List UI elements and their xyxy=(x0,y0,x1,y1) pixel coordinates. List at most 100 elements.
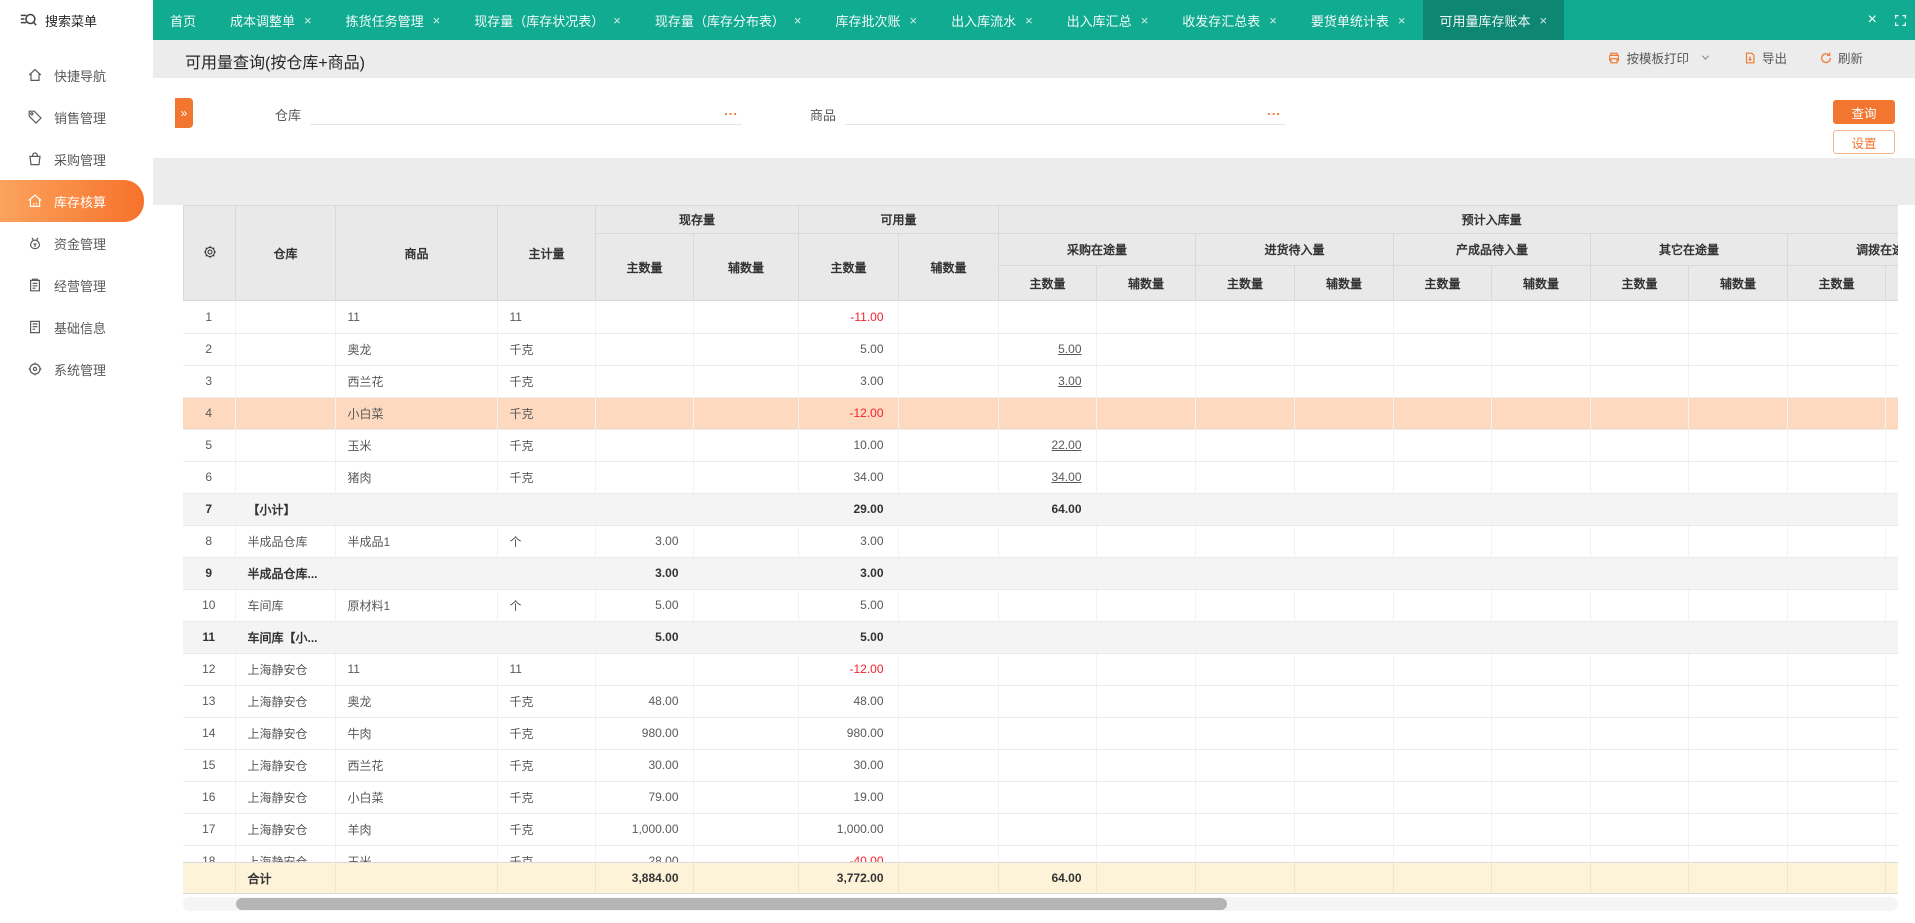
data-cell xyxy=(1393,653,1492,686)
sidebar-item-采购管理[interactable]: 采购管理 xyxy=(0,138,153,180)
tab-要货单统计表[interactable]: 要货单统计表 × xyxy=(1294,0,1423,40)
data-cell: 小白菜 xyxy=(335,781,498,814)
data-cell xyxy=(235,429,336,462)
warehouse-filter-input[interactable]: ... xyxy=(310,98,742,125)
data-cell: 30.00 xyxy=(798,749,899,782)
warehouse-picker-ellipsis-icon[interactable]: ... xyxy=(724,103,738,118)
data-cell xyxy=(1491,557,1591,590)
tab-close-icon[interactable]: × xyxy=(1025,12,1033,28)
table-row[interactable]: 18 上海静安仓 玉米 千克 28.00 -40.00 xyxy=(183,845,1898,862)
tab-close-icon[interactable]: × xyxy=(1140,12,1149,28)
table-row[interactable]: 16 上海静安仓 小白菜 千克 79.00 19.00 xyxy=(183,781,1898,814)
table-row[interactable]: 11 车间库【小... 5.00 5.00 xyxy=(183,621,1898,654)
tab-close-icon[interactable]: × xyxy=(613,12,621,28)
data-cell xyxy=(1688,685,1788,718)
sidebar-item-经营管理[interactable]: 经营管理 xyxy=(0,264,153,306)
scrollbar-thumb[interactable] xyxy=(236,898,1227,910)
table-row[interactable]: 12 上海静安仓 11 11 -12.00 xyxy=(183,653,1898,686)
tab-拣货任务管理[interactable]: 拣货任务管理 × xyxy=(329,0,458,40)
data-cell xyxy=(1096,365,1196,398)
sidebar-item-资金管理[interactable]: 资金管理 xyxy=(0,222,153,264)
data-cell[interactable]: 22.00 xyxy=(998,429,1097,462)
table-row[interactable]: 17 上海静安仓 羊肉 千克 1,000.00 1,000.00 xyxy=(183,813,1898,846)
table-row[interactable]: 3 西兰花 千克 3.00 3.00 xyxy=(183,365,1898,398)
data-cell xyxy=(693,493,799,526)
table-row[interactable]: 1 11 11 -11.00 xyxy=(183,301,1898,334)
tab-close-icon[interactable]: × xyxy=(909,12,918,28)
table-row[interactable]: 6 猪肉 千克 34.00 34.00 xyxy=(183,461,1898,494)
table-row[interactable]: 2 奥龙 千克 5.00 5.00 xyxy=(183,333,1898,366)
data-cell: 5.00 xyxy=(798,621,899,654)
tab-成本调整单[interactable]: 成本调整单 × xyxy=(213,0,329,40)
horizontal-scrollbar[interactable] xyxy=(183,897,1898,911)
data-cell xyxy=(1294,461,1394,494)
table-row[interactable]: 8 半成品仓库 半成品1 个 3.00 3.00 xyxy=(183,525,1898,558)
sidebar-item-快捷导航[interactable]: 快捷导航 xyxy=(0,54,153,96)
tab-close-icon[interactable]: × xyxy=(1539,12,1548,28)
data-cell[interactable]: 5.00 xyxy=(998,333,1097,366)
tab-label: 库存批次账 xyxy=(835,13,901,29)
tab-close-icon[interactable]: × xyxy=(1269,12,1277,28)
data-cell xyxy=(1393,493,1492,526)
data-cell: 半成品1 xyxy=(335,525,498,558)
tab-close-icon[interactable]: × xyxy=(1397,12,1406,28)
table-row[interactable]: 7 【小计】 29.00 64.00 xyxy=(183,493,1898,526)
settings-button[interactable]: 设置 xyxy=(1833,130,1895,154)
table-row[interactable]: 4 小白菜 千克 -12.00 xyxy=(183,397,1898,430)
tab-现存量（库存分布表）[interactable]: 现存量（库存分布表） × xyxy=(638,0,819,40)
tab-close-icon[interactable]: × xyxy=(793,12,802,28)
chevron-down-icon[interactable] xyxy=(1700,52,1711,63)
table-row[interactable]: 9 半成品仓库... 3.00 3.00 xyxy=(183,557,1898,590)
header-group-po-transit: 采购在途量 xyxy=(998,233,1197,266)
tab-首页[interactable]: 首页 xyxy=(153,0,213,40)
tab-出入库流水[interactable]: 出入库流水 × xyxy=(934,0,1050,40)
data-cell xyxy=(1688,301,1788,334)
export-button[interactable]: 导出 xyxy=(1743,48,1787,67)
product-picker-ellipsis-icon[interactable]: ... xyxy=(1267,103,1281,118)
sidebar-item-基础信息[interactable]: 基础信息 xyxy=(0,306,153,348)
data-cell xyxy=(1393,862,1492,894)
product-filter-input[interactable]: ... xyxy=(845,98,1285,125)
fullscreen-icon[interactable] xyxy=(1894,14,1907,27)
refresh-button[interactable]: 刷新 xyxy=(1819,48,1863,67)
header-other-main: 主数量 xyxy=(1590,265,1690,301)
data-cell: 羊肉 xyxy=(335,813,498,846)
data-cell: 64.00 xyxy=(998,493,1097,526)
query-button[interactable]: 查询 xyxy=(1833,100,1895,124)
data-cell: 上海静安仓 xyxy=(235,717,336,750)
collapse-filters-button[interactable]: » xyxy=(175,98,193,128)
search-menu[interactable]: 搜索菜单 xyxy=(0,0,153,40)
tab-收发存汇总表[interactable]: 收发存汇总表 × xyxy=(1165,0,1294,40)
data-cell: 千克 xyxy=(497,397,596,430)
sidebar-item-系统管理[interactable]: 系统管理 xyxy=(0,348,153,390)
data-cell xyxy=(497,493,596,526)
sidebar-item-销售管理[interactable]: 销售管理 xyxy=(0,96,153,138)
data-cell: 上海静安仓 xyxy=(235,685,336,718)
sales-icon xyxy=(27,109,43,125)
column-settings-gear-icon[interactable] xyxy=(183,205,236,301)
close-all-tabs-icon[interactable]: × xyxy=(1867,11,1877,28)
tab-close-icon[interactable]: × xyxy=(304,12,312,28)
tab-close-icon[interactable]: × xyxy=(432,12,441,28)
data-cell xyxy=(1294,862,1394,894)
data-cell[interactable]: 34.00 xyxy=(998,461,1097,494)
table-row[interactable]: 15 上海静安仓 西兰花 千克 30.00 30.00 xyxy=(183,749,1898,782)
sidebar-item-库存核算[interactable]: 库存核算 xyxy=(0,180,144,222)
table-row[interactable]: 14 上海静安仓 牛肉 千克 980.00 980.00 xyxy=(183,717,1898,750)
data-cell xyxy=(1096,333,1196,366)
table-row[interactable]: 5 玉米 千克 10.00 22.00 xyxy=(183,429,1898,462)
data-cell xyxy=(998,717,1097,750)
tab-现存量（库存状况表）[interactable]: 现存量（库存状况表） × xyxy=(457,0,638,40)
tab-出入库汇总[interactable]: 出入库汇总 × xyxy=(1050,0,1166,40)
table-row[interactable]: 13 上海静安仓 奥龙 千克 48.00 48.00 xyxy=(183,685,1898,718)
data-cell xyxy=(998,525,1097,558)
sidebar: 快捷导航 销售管理 采购管理 库存核算 资金管理 经营管理 基础信息 系统管理 xyxy=(0,40,153,923)
data-cell[interactable]: 3.00 xyxy=(998,365,1097,398)
row-number-cell: 16 xyxy=(183,781,236,814)
data-cell xyxy=(1491,525,1591,558)
data-cell xyxy=(693,813,799,846)
print-by-template-button[interactable]: 按模板打印 xyxy=(1607,48,1711,67)
table-row[interactable]: 10 车间库 原材料1 个 5.00 5.00 xyxy=(183,589,1898,622)
tab-可用量库存账本[interactable]: 可用量库存账本 × xyxy=(1422,0,1565,40)
tab-库存批次账[interactable]: 库存批次账 × xyxy=(818,0,934,40)
